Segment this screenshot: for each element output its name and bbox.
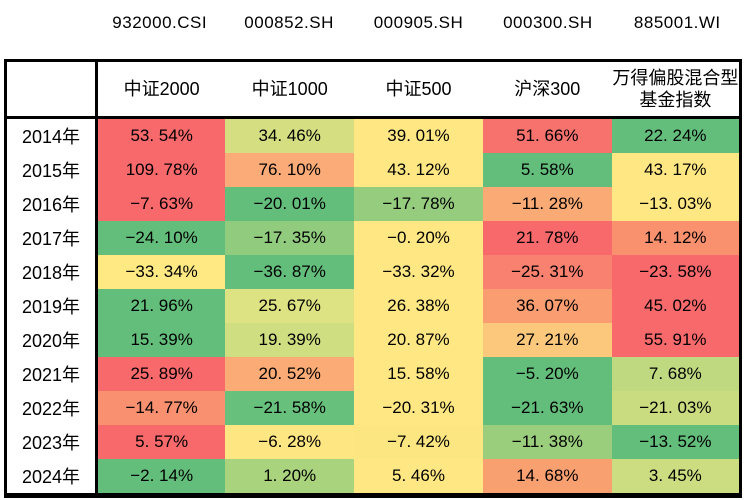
value-cell: 5. 57% [96,425,226,459]
value-cell: −0. 20% [354,221,483,255]
value-cell: −7. 42% [354,425,483,459]
value-cell: 3. 45% [611,459,741,496]
value-cell: 109. 78% [96,153,226,187]
value-cell: −21. 03% [611,391,741,425]
value-cell: 21. 78% [482,221,612,255]
index-code-csi500: 000905.SH [373,13,464,32]
corner-cell [5,60,98,119]
table-row: 2022年 −14. 77% −21. 58% −20. 31% −21. 63% −21… [5,391,741,425]
value-cell: 55. 91% [611,323,741,357]
value-cell: −24. 10% [96,221,226,255]
year-label: 2024年 [5,459,98,496]
value-cell: −36. 87% [225,255,355,289]
value-cell: −17. 35% [225,221,355,255]
year-label: 2022年 [5,391,98,425]
table-body: 2014年 53. 54% 34. 46% 39. 01% 51. 66% 22. 24%… [5,117,741,496]
table-row: 2020年 15. 39% 19. 39% 20. 87% 27. 21% 55. 91% [5,323,741,357]
value-cell: −33. 32% [354,255,483,289]
value-cell: 15. 58% [354,357,483,391]
value-cell: 26. 38% [354,289,483,323]
column-header-hs300: 沪深300 [482,60,612,119]
index-code-csi1000: 000852.SH [244,13,334,32]
value-cell: 19. 39% [225,323,355,357]
value-cell: −33. 34% [96,255,226,289]
value-cell: −20. 01% [225,187,355,221]
value-cell: −11. 38% [482,425,612,459]
header-row: 中证2000 中证1000 中证500 沪深300 万得偏股混合型 基金指数 [5,60,741,119]
value-cell: 53. 54% [96,117,226,153]
column-header-csi2000: 中证2000 [96,60,226,119]
index-code-wind-fund: 885001.WI [633,13,721,32]
value-cell: 39. 01% [354,117,483,153]
value-cell: 22. 24% [611,117,741,153]
value-cell: 25. 89% [96,357,226,391]
index-codes-row: 932000.CSI 000852.SH 000905.SH 000300.SH… [4,13,742,33]
year-label: 2020年 [5,323,98,357]
value-cell: 45. 02% [611,289,741,323]
value-cell: −17. 78% [354,187,483,221]
table-row: 2018年 −33. 34% −36. 87% −33. 32% −25. 31% −23… [5,255,741,289]
value-cell: 20. 52% [225,357,355,391]
value-cell: −25. 31% [482,255,612,289]
value-cell: 25. 67% [225,289,355,323]
table-row: 2015年 109. 78% 76. 10% 43. 12% 5. 58% 43. 17% [5,153,741,187]
table-row: 2014年 53. 54% 34. 46% 39. 01% 51. 66% 22. 24% [5,117,741,153]
value-cell: −14. 77% [96,391,226,425]
year-label: 2018年 [5,255,98,289]
value-cell: −2. 14% [96,459,226,496]
value-cell: 14. 12% [611,221,741,255]
value-cell: 21. 96% [96,289,226,323]
value-cell: 43. 17% [611,153,741,187]
year-label: 2021年 [5,357,98,391]
value-cell: 27. 21% [482,323,612,357]
value-cell: 5. 58% [482,153,612,187]
table-row: 2017年 −24. 10% −17. 35% −0. 20% 21. 78% 14. 1… [5,221,741,255]
value-cell: −13. 52% [611,425,741,459]
column-header-wind-fund: 万得偏股混合型 基金指数 [611,60,741,119]
year-label: 2023年 [5,425,98,459]
value-cell: 43. 12% [354,153,483,187]
value-cell: −21. 58% [225,391,355,425]
value-cell: −20. 31% [354,391,483,425]
index-code-csi2000: 932000.CSI [112,13,208,32]
value-cell: 14. 68% [482,459,612,496]
value-cell: 76. 10% [225,153,355,187]
value-cell: −21. 63% [482,391,612,425]
value-cell: 15. 39% [96,323,226,357]
column-header-csi1000: 中证1000 [225,60,355,119]
year-label: 2019年 [5,289,98,323]
value-cell: −11. 28% [482,187,612,221]
annual-returns-heatmap-table: 中证2000 中证1000 中证500 沪深300 万得偏股混合型 基金指数 2… [4,59,742,498]
table-row: 2024年 −2. 14% 1. 20% 5. 46% 14. 68% 3. 45% [5,459,741,496]
table-row: 2021年 25. 89% 20. 52% 15. 58% −5. 20% 7. 68% [5,357,741,391]
value-cell: 34. 46% [225,117,355,153]
year-label: 2014年 [5,117,98,153]
year-label: 2015年 [5,153,98,187]
value-cell: 20. 87% [354,323,483,357]
value-cell: −7. 63% [96,187,226,221]
column-header-csi500: 中证500 [354,60,483,119]
table-row: 2023年 5. 57% −6. 28% −7. 42% −11. 38% −13. 52… [5,425,741,459]
index-code-hs300: 000300.SH [503,13,593,32]
value-cell: 36. 07% [482,289,612,323]
value-cell: −5. 20% [482,357,612,391]
codes-spacer [4,13,95,33]
value-cell: −6. 28% [225,425,355,459]
year-label: 2017年 [5,221,98,255]
value-cell: 1. 20% [225,459,355,496]
value-cell: −23. 58% [611,255,741,289]
value-cell: 7. 68% [611,357,741,391]
table-row: 2019年 21. 96% 25. 67% 26. 38% 36. 07% 45. 02% [5,289,741,323]
year-label: 2016年 [5,187,98,221]
value-cell: −13. 03% [611,187,741,221]
value-cell: 51. 66% [482,117,612,153]
table-row: 2016年 −7. 63% −20. 01% −17. 78% −11. 28% −13.… [5,187,741,221]
value-cell: 5. 46% [354,459,483,496]
